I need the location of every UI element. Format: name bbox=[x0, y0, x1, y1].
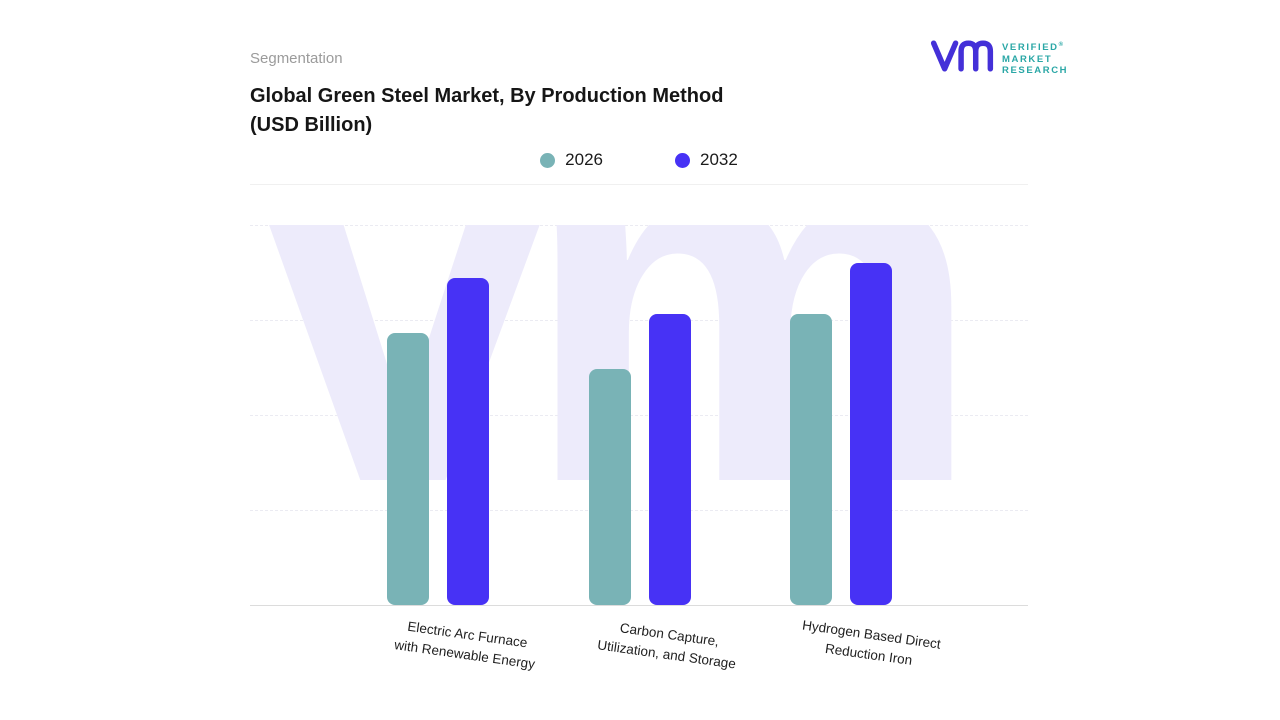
plot-area: vm bbox=[250, 225, 1028, 606]
legend-item-2026: 2026 bbox=[540, 150, 603, 170]
legend-item-2032: 2032 bbox=[675, 150, 738, 170]
vmr-monogram-icon bbox=[930, 36, 994, 81]
brand-line-research: RESEARCH bbox=[1002, 65, 1069, 77]
bar-2032-group-2 bbox=[850, 263, 892, 605]
page-title: Global Green Steel Market, By Production… bbox=[250, 82, 723, 140]
bar-group-1 bbox=[589, 225, 691, 605]
x-axis-labels: Electric Arc Furnace with Renewable Energ… bbox=[250, 615, 1028, 715]
bar-2026-group-2 bbox=[790, 314, 832, 605]
brand-line-market: MARKET bbox=[1002, 53, 1053, 65]
title-line-1: Global Green Steel Market, By Production… bbox=[250, 85, 724, 107]
bar-2032-group-1 bbox=[649, 314, 691, 605]
legend-label-2032: 2032 bbox=[700, 150, 738, 169]
brand-line-verified: VERIFIED bbox=[1002, 42, 1059, 54]
legend-dot-2026 bbox=[540, 152, 556, 168]
gridline bbox=[250, 320, 1028, 321]
gridline bbox=[250, 415, 1028, 416]
eyebrow-label: Segmentation bbox=[250, 50, 343, 67]
legend: 2026 2032 bbox=[250, 150, 1028, 170]
bar-2026-group-1 bbox=[589, 369, 631, 605]
x-axis-label-1: Carbon Capture, Utilization, and Storage bbox=[596, 620, 737, 672]
brand-logo: VERIFIED® MARKET RESEARCH bbox=[930, 36, 1068, 81]
title-line-2: (USD Billion) bbox=[250, 114, 373, 136]
legend-dot-2032 bbox=[675, 152, 690, 168]
bar-2032-group-0 bbox=[447, 278, 489, 605]
legend-label-2026: 2026 bbox=[565, 150, 603, 169]
brand-wordmark: VERIFIED® MARKET RESEARCH bbox=[1002, 40, 1068, 77]
header-divider bbox=[250, 184, 1028, 185]
bar-2026-group-0 bbox=[387, 333, 429, 605]
bar-group-0 bbox=[387, 225, 489, 605]
gridline bbox=[250, 510, 1028, 511]
gridline bbox=[250, 225, 1028, 226]
bar-group-2 bbox=[790, 225, 892, 605]
x-axis-label-2: Hydrogen Based Direct Reduction Iron bbox=[801, 617, 942, 668]
x-axis-label-0: Electric Arc Furnace with Renewable Energ… bbox=[393, 618, 536, 672]
registered-mark: ® bbox=[1058, 42, 1064, 49]
